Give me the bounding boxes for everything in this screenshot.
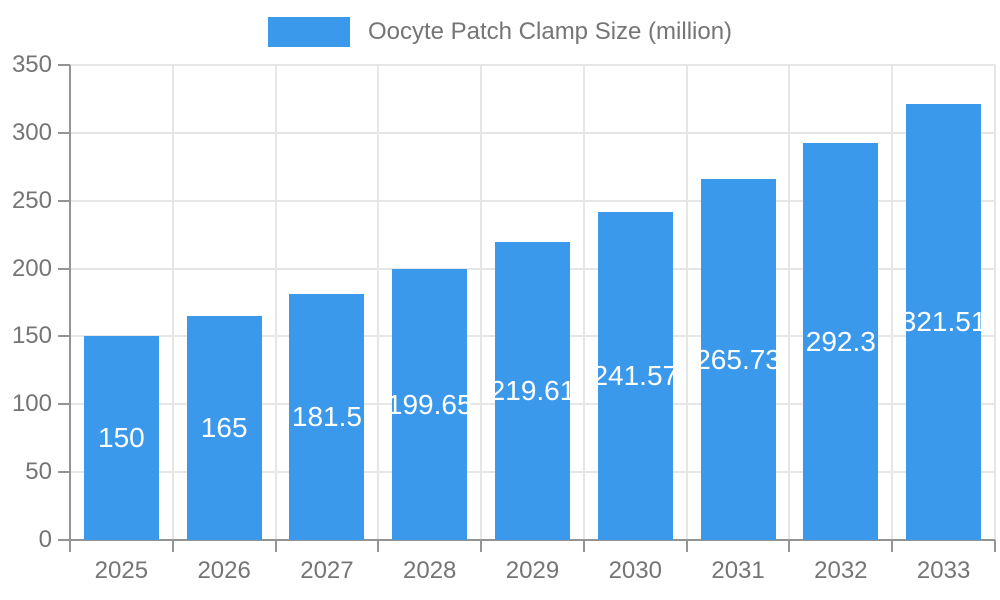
bar-value-label: 241.57 [592, 360, 679, 392]
x-tick-label: 2029 [505, 557, 560, 584]
bar-value-label: 321.51 [900, 305, 987, 337]
y-tick-label: 350 [11, 51, 52, 78]
bar-value-label: 265.73 [695, 343, 781, 375]
bar-value-label: 219.61 [489, 374, 576, 406]
y-gridline [70, 199, 995, 202]
x-tick-label: 2033 [916, 557, 971, 584]
y-tick-label: 0 [38, 526, 52, 553]
x-gridline [685, 65, 688, 540]
y-tick-mark [58, 471, 70, 474]
x-tick-label: 2025 [94, 557, 149, 584]
x-gridline [788, 65, 791, 540]
bar-value-label: 150 [98, 422, 145, 454]
bar[interactable]: 199.65 [387, 269, 473, 540]
y-tick-mark [58, 539, 70, 541]
y-tick-label: 250 [11, 186, 52, 214]
bar[interactable]: 265.73 [695, 179, 781, 540]
bar-value-label: 165 [200, 412, 248, 444]
x-tick-label: 2026 [197, 557, 251, 584]
y-tick-label: 300 [11, 118, 52, 146]
y-tick-label: 200 [11, 254, 52, 282]
bar[interactable]: 219.61 [490, 241, 575, 540]
x-tick-mark [171, 540, 174, 552]
x-tick-label: 2027 [300, 557, 354, 584]
bar[interactable]: 292.3 [803, 143, 879, 540]
x-gridline [891, 65, 894, 540]
legend-label: Oocyte Patch Clamp Size (million) [367, 18, 733, 45]
bar[interactable]: 321.51 [901, 103, 986, 540]
x-tick-mark [788, 540, 791, 552]
x-tick-mark [377, 540, 380, 552]
y-tick-mark [58, 403, 70, 406]
y-axis-line [69, 65, 71, 552]
bar[interactable]: 150 [83, 336, 159, 540]
x-tick-label: 2031 [711, 557, 765, 584]
x-tick-label: 2028 [403, 557, 457, 584]
y-tick-label: 100 [11, 390, 52, 418]
x-gridline [274, 65, 277, 540]
y-gridline [70, 131, 995, 134]
x-tick-mark [582, 540, 585, 552]
x-tick-label: 2032 [814, 557, 868, 584]
y-tick-label: 50 [25, 458, 52, 486]
x-tick-mark [685, 540, 688, 552]
x-axis-line [69, 539, 995, 541]
x-tick-mark [994, 540, 996, 552]
x-tick-label: 2030 [608, 557, 662, 584]
legend-swatch-icon [267, 17, 350, 47]
y-tick-mark [58, 64, 70, 66]
y-tick-mark [58, 199, 70, 202]
y-tick-mark [58, 267, 70, 270]
x-tick-mark [274, 540, 277, 552]
y-gridline [70, 64, 995, 66]
y-tick-mark [58, 335, 70, 338]
x-gridline [171, 65, 174, 540]
legend[interactable]: Oocyte Patch Clamp Size (million) [0, 17, 1000, 47]
y-tick-mark [58, 131, 70, 134]
bar-value-label: 199.65 [386, 388, 473, 420]
bar-value-label: 181.5 [291, 400, 362, 432]
bar[interactable]: 181.5 [289, 293, 365, 540]
bar[interactable]: 241.57 [592, 212, 678, 540]
x-tick-mark [480, 540, 483, 552]
x-gridline [582, 65, 585, 540]
bar[interactable]: 165 [186, 316, 262, 540]
x-gridline [994, 65, 996, 540]
x-gridline [377, 65, 380, 540]
bar-value-label: 292.3 [805, 325, 876, 357]
x-tick-mark [891, 540, 894, 552]
x-gridline [480, 65, 483, 540]
y-tick-label: 150 [11, 322, 52, 350]
